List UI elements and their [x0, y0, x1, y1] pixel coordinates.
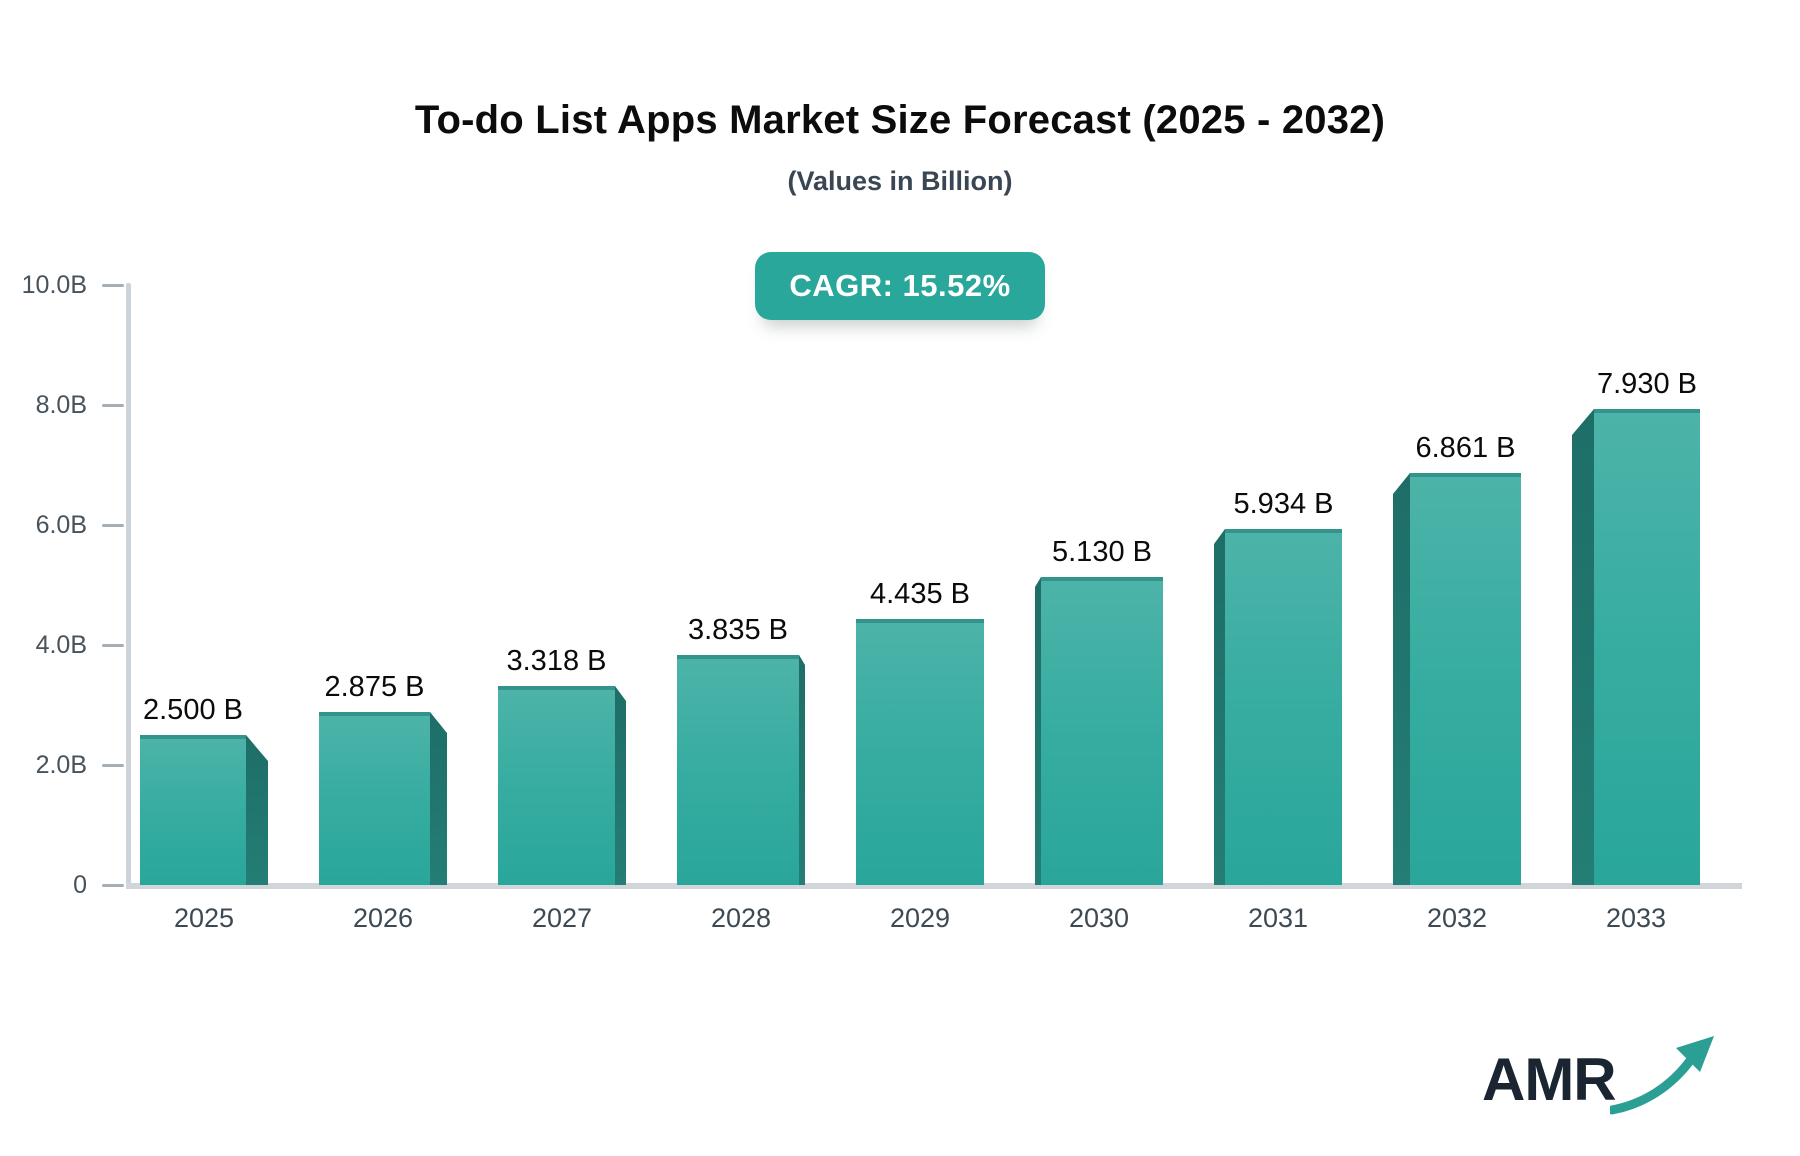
bar-value-label: 5.934 B — [1233, 488, 1334, 520]
cagr-badge-row: CAGR: 15.52% — [0, 252, 1800, 320]
bar-face — [319, 712, 430, 885]
bar-value-label: 3.835 B — [688, 614, 788, 646]
bar-side-shade — [1393, 473, 1410, 885]
bar-value-label: 2.875 B — [324, 671, 425, 703]
x-tick-label-2029: 2029 — [889, 903, 951, 933]
bar-side-shade — [246, 735, 268, 885]
bar-side-shade — [1035, 577, 1041, 885]
y-tick-mark — [102, 403, 124, 407]
bar-2030: 5.130 B — [1035, 536, 1163, 885]
x-tick-label-2026: 2026 — [352, 903, 414, 933]
bar-2031: 5.934 B — [1214, 488, 1342, 885]
bar-face — [1410, 473, 1521, 885]
bar-side-shade — [615, 686, 626, 885]
bar-value-label: 4.435 B — [870, 578, 970, 610]
bar-value-label: 7.930 B — [1597, 368, 1697, 400]
bar-side-shade — [430, 712, 447, 885]
amr-logo-text: AMR — [1482, 1046, 1617, 1113]
y-tick-label: 2.0B — [35, 750, 87, 779]
x-axis-line — [126, 883, 1742, 889]
x-tick-label-2032: 2032 — [1426, 903, 1488, 933]
growth-arrow-icon — [1610, 1036, 1714, 1115]
bar-2025: 2.500 B — [140, 694, 268, 885]
bar-value-label: 5.130 B — [1052, 536, 1152, 568]
amr-logo: AMR — [1482, 1028, 1722, 1124]
y-axis-line — [126, 283, 131, 885]
bar-side-shade — [1572, 409, 1594, 885]
bar-face — [1594, 409, 1700, 885]
x-tick-label-2027: 2027 — [531, 903, 593, 933]
bar-side-shade — [1214, 529, 1225, 885]
x-tick-label-2031: 2031 — [1247, 903, 1309, 933]
y-tick-mark — [102, 523, 124, 527]
y-tick-8.0B: 8.0B — [0, 390, 124, 420]
chart-title: To-do List Apps Market Size Forecast (20… — [414, 98, 1386, 142]
bar-value-label: 2.500 B — [143, 694, 243, 726]
x-tick-label-2028: 2028 — [710, 903, 772, 933]
y-tick-10.0B: 10.0B — [0, 270, 124, 300]
y-tick-mark — [102, 883, 124, 887]
bar-value-label: 3.318 B — [506, 645, 607, 677]
bar-2029: 4.435 B — [856, 578, 984, 885]
y-tick-2.0B: 2.0B — [0, 750, 124, 780]
bar-face — [1225, 529, 1342, 885]
bar-2032: 6.861 B — [1393, 432, 1521, 885]
x-tick-label-2030: 2030 — [1068, 903, 1130, 933]
bar-2027: 3.318 B — [498, 645, 626, 885]
y-tick-label: 8.0B — [35, 390, 87, 419]
x-axis-labels: 2025 2026 2027 2028 2029 2030 2031 2032 2033 — [140, 903, 1700, 934]
y-tick-label: 10.0B — [21, 270, 87, 299]
y-tick-0: 0 — [0, 870, 124, 900]
y-tick-label: 6.0B — [35, 510, 87, 539]
bar-value-label: 6.861 B — [1415, 432, 1516, 464]
y-tick-mark — [102, 763, 124, 767]
y-tick-label: 0 — [73, 870, 87, 899]
y-tick-mark — [102, 643, 124, 647]
bar-face — [677, 655, 799, 885]
y-tick-mark — [102, 283, 124, 287]
bar-face — [1041, 577, 1163, 885]
x-tick-label-2025: 2025 — [173, 903, 235, 933]
y-tick-6.0B: 6.0B — [0, 510, 124, 540]
y-tick-4.0B: 4.0B — [0, 630, 124, 660]
cagr-badge: CAGR: 15.52% — [755, 252, 1045, 320]
bar-2033: 7.930 B — [1572, 368, 1700, 885]
bar-2028: 3.835 B — [677, 614, 805, 885]
chart-subtitle: (Values in Billion) — [787, 166, 1013, 196]
bar-face — [856, 619, 984, 885]
y-tick-label: 4.0B — [35, 630, 87, 659]
bar-face — [498, 686, 615, 885]
bar-2026: 2.875 B — [319, 671, 447, 885]
bar-face — [140, 735, 246, 885]
bar-side-shade — [799, 655, 805, 885]
x-tick-label-2033: 2033 — [1605, 903, 1667, 933]
